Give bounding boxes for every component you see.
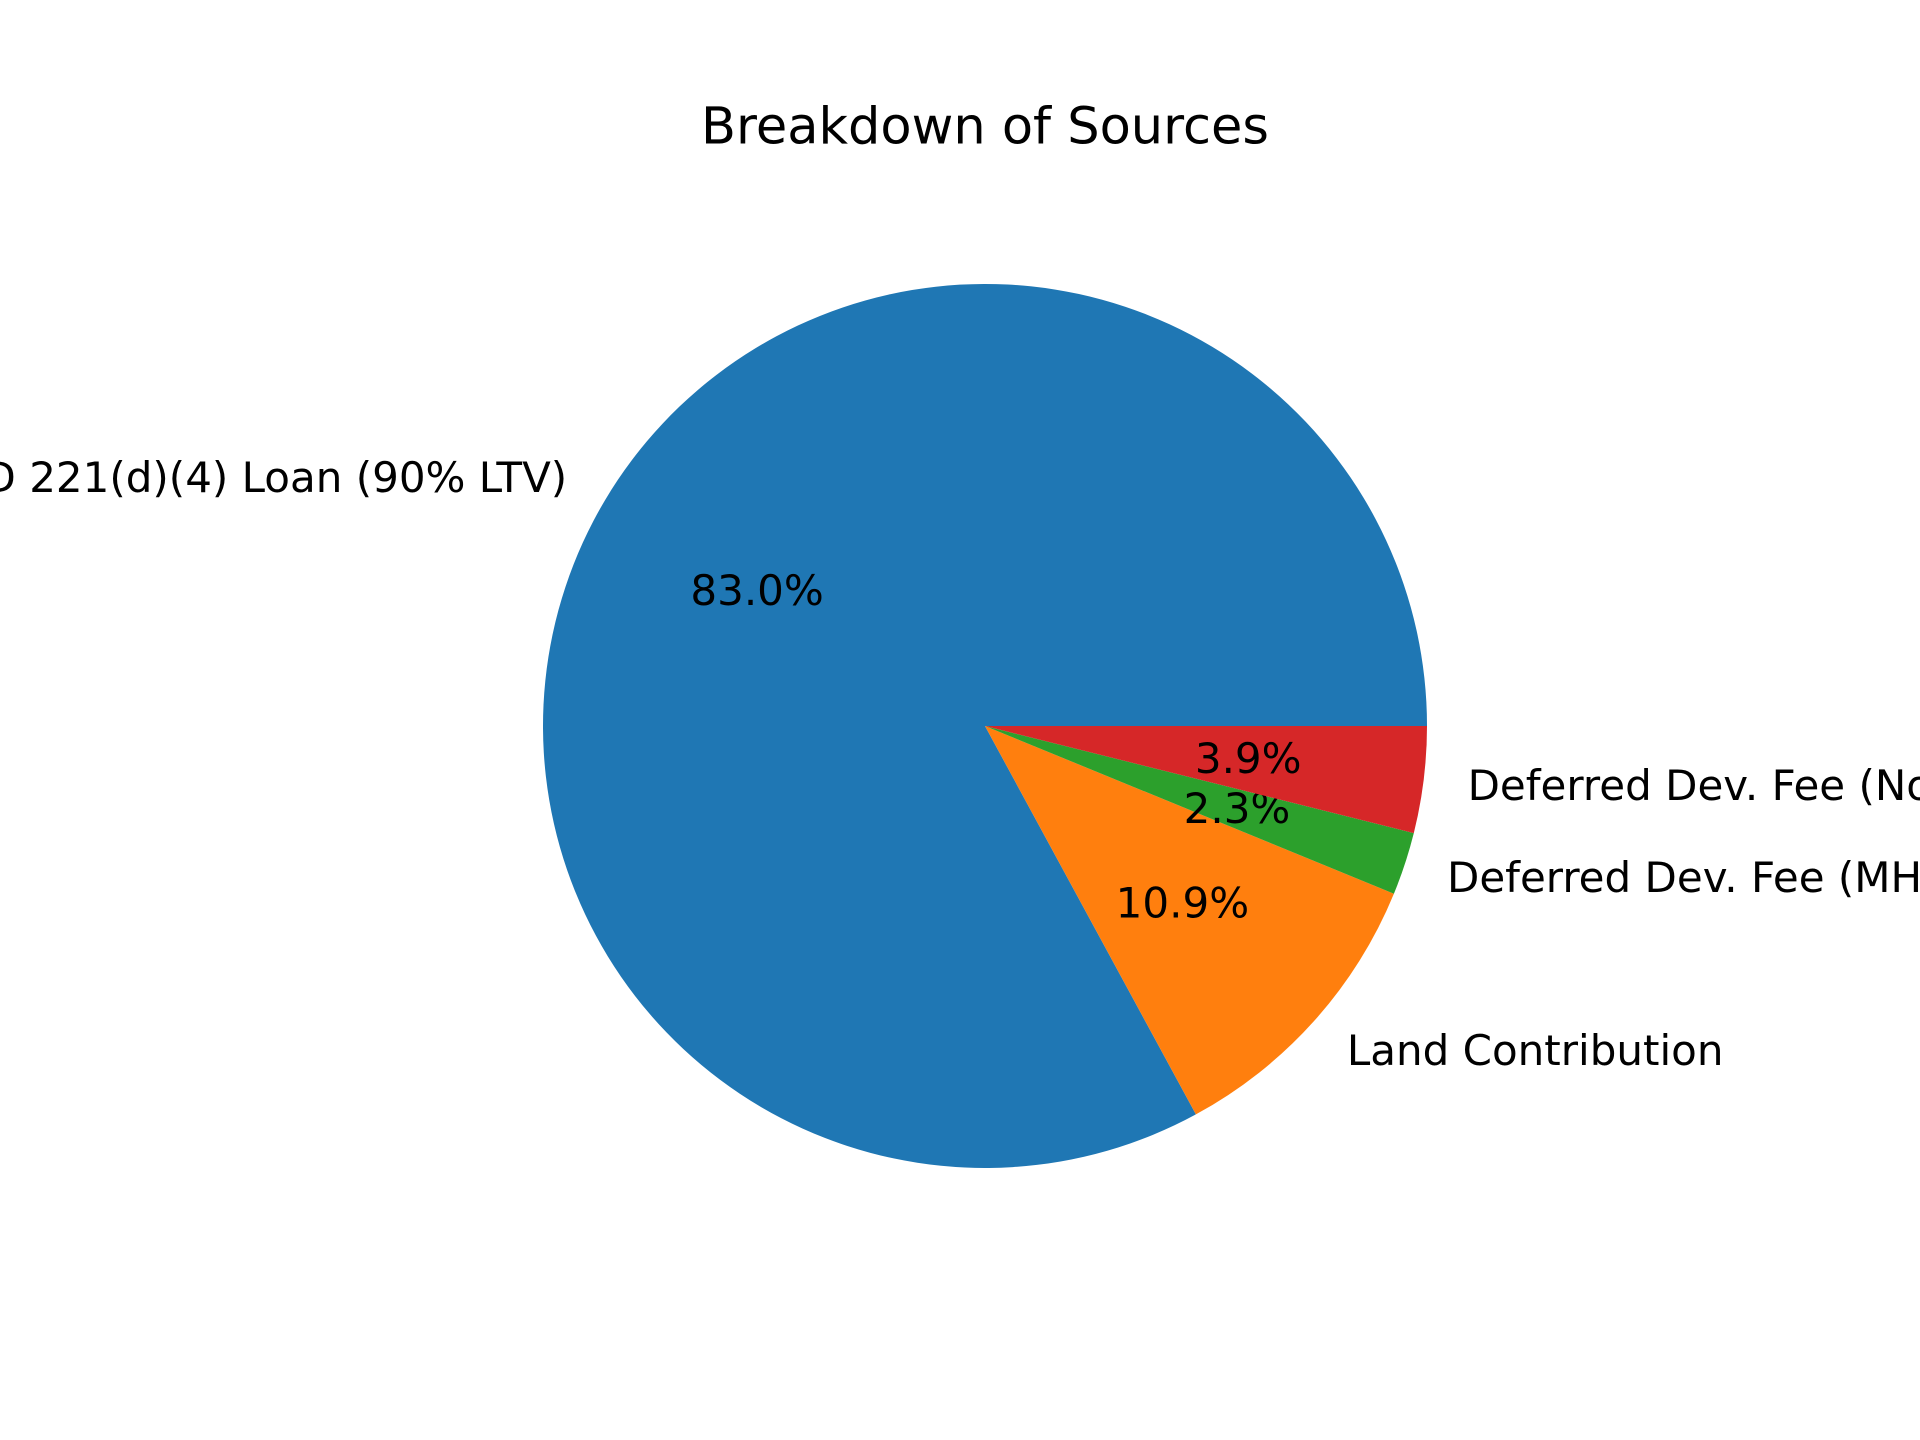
slice-label-0: D 221(d)(4) Loan (90% LTV) bbox=[0, 453, 567, 502]
slice-label-1: Land Contribution bbox=[1347, 1026, 1724, 1075]
pct-label-1: 10.9% bbox=[1116, 879, 1249, 928]
slice-label-3: Deferred Dev. Fee (No bbox=[1468, 761, 1920, 810]
pct-label-3: 3.9% bbox=[1195, 734, 1302, 783]
pie-slice-0 bbox=[543, 283, 1427, 1168]
pct-label-0: 83.0% bbox=[690, 566, 823, 615]
pie-slice-1 bbox=[985, 726, 1394, 1115]
pie-slice-2 bbox=[985, 726, 1414, 894]
pie-slice-3 bbox=[985, 726, 1427, 834]
slice-label-2: Deferred Dev. Fee (MH bbox=[1447, 853, 1920, 902]
chart-title: Breakdown of Sources bbox=[701, 98, 1269, 157]
pie-slices-group: 83.0% D 221(d)(4) Loan (90% LTV) 10.9% Land… bbox=[0, 283, 1920, 1168]
